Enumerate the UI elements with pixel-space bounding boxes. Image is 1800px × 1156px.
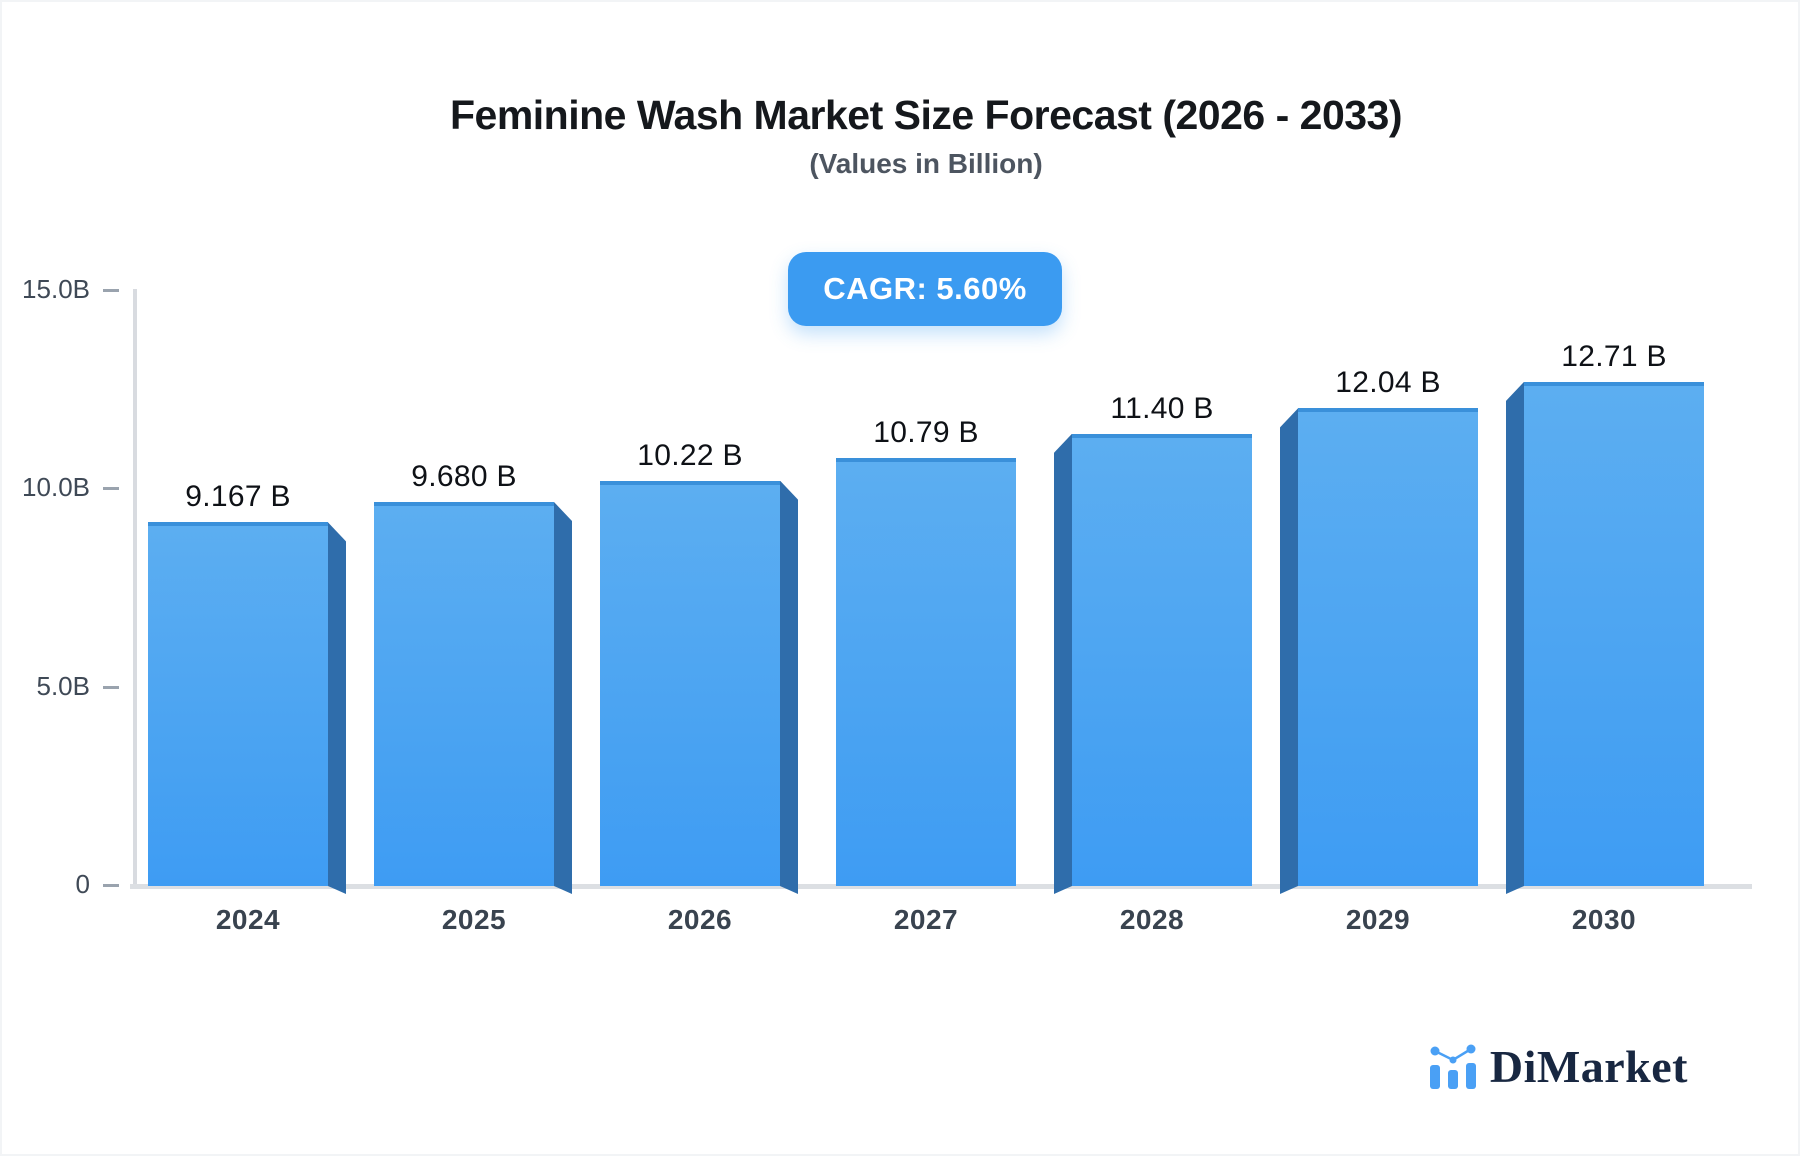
bar-side-face bbox=[1280, 408, 1298, 894]
bar: 10.22 B bbox=[600, 439, 798, 886]
bar-side-face bbox=[328, 522, 346, 894]
y-axis-tick-label: 15.0B bbox=[22, 274, 90, 304]
bar-value-label: 9.167 B bbox=[185, 480, 291, 514]
bar: 12.04 B bbox=[1280, 366, 1478, 886]
bar-face: 11.40 B bbox=[1072, 392, 1252, 886]
bar-side-face bbox=[1054, 434, 1072, 894]
bar-side-face bbox=[1506, 382, 1524, 894]
dimarket-logo: DiMarket bbox=[1428, 1040, 1688, 1093]
bar: 9.167 B bbox=[148, 480, 346, 886]
x-axis-category-label: 2027 bbox=[893, 904, 959, 935]
y-axis-tick-label: 0 bbox=[75, 869, 90, 899]
x-axis-category-label: 2030 bbox=[1571, 904, 1637, 935]
dimarket-logo-text: DiMarket bbox=[1489, 1041, 1688, 1092]
chart-subtitle: (Values in Billion) bbox=[809, 148, 1043, 179]
bar-value-label: 10.22 B bbox=[637, 438, 743, 472]
y-axis-tick-label: 10.0B bbox=[22, 472, 90, 503]
bar-value-label: 9.680 B bbox=[411, 460, 517, 494]
bar-face: 12.04 B bbox=[1298, 366, 1478, 886]
bar: 11.40 B bbox=[1054, 392, 1252, 886]
bar-value-label: 11.40 B bbox=[1110, 391, 1214, 425]
y-axis-line bbox=[133, 289, 137, 888]
y-axis-tick-mark bbox=[103, 884, 119, 887]
x-axis-category-label: 2029 bbox=[1345, 904, 1411, 935]
bar-side-face bbox=[554, 502, 572, 894]
x-axis-category-label: 2028 bbox=[1119, 904, 1185, 935]
bar-face: 12.71 B bbox=[1524, 340, 1704, 886]
x-axis-category-label: 2024 bbox=[215, 904, 281, 935]
bar-value-label: 12.71 B bbox=[1561, 339, 1667, 373]
cagr-badge: CAGR: 5.60% bbox=[788, 252, 1062, 326]
bar-face: 10.22 B bbox=[600, 439, 780, 886]
x-axis-baseline bbox=[130, 884, 1752, 889]
bar-chart-icon bbox=[1429, 1044, 1476, 1089]
x-axis-category-label: 2026 bbox=[667, 904, 733, 935]
bar-side-face bbox=[780, 481, 798, 894]
x-axis-category-label: 2025 bbox=[441, 904, 507, 935]
chart-title: Feminine Wash Market Size Forecast (2026… bbox=[449, 92, 1403, 138]
bar-face: 9.167 B bbox=[148, 480, 328, 886]
bar: 10.79 B bbox=[836, 416, 1016, 886]
bar-value-label: 10.79 B bbox=[873, 415, 979, 449]
bar: 12.71 B bbox=[1506, 340, 1704, 886]
bar: 9.680 B bbox=[374, 460, 572, 886]
bar-face: 10.79 B bbox=[836, 416, 1016, 886]
y-axis-tick-mark bbox=[103, 289, 119, 292]
y-axis-tick-mark bbox=[103, 487, 119, 491]
bar-face: 9.680 B bbox=[374, 460, 554, 886]
bar-value-label: 12.04 B bbox=[1335, 366, 1441, 400]
y-axis-tick-label: 5.0B bbox=[36, 670, 91, 701]
y-axis-tick-mark bbox=[103, 685, 119, 689]
